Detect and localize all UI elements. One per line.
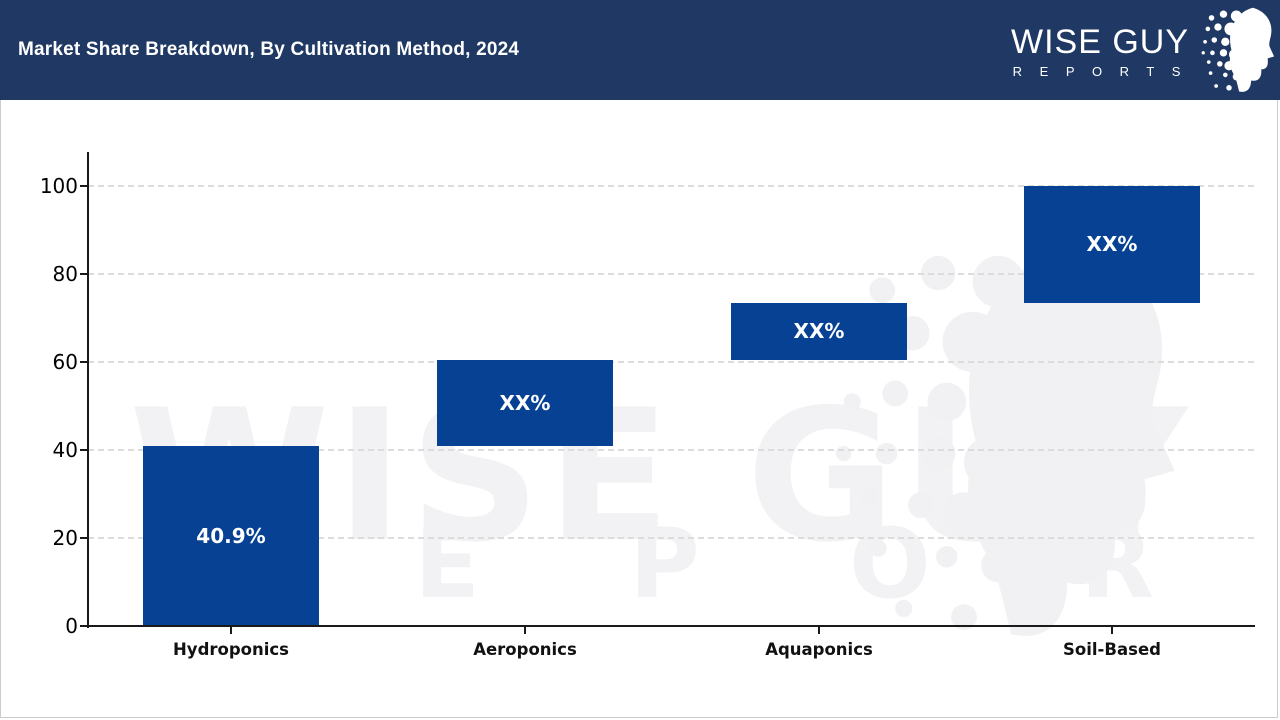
- y-tick-mark-60: [80, 360, 88, 363]
- bar-aquaponics: XX%: [731, 302, 907, 360]
- bar-value-label-hydroponics: 40.9%: [196, 523, 266, 548]
- gridline-20: [88, 536, 1254, 539]
- bar-value-label-aeroponics: XX%: [499, 390, 551, 415]
- category-label-aeroponics: Aeroponics: [473, 640, 577, 659]
- y-tick-label-20: 20: [52, 525, 78, 550]
- chart-title: Market Share Breakdown, By Cultivation M…: [18, 39, 520, 60]
- bar-value-label-aquaponics: XX%: [793, 319, 845, 344]
- y-tick-label-40: 40: [52, 437, 78, 462]
- y-tick-mark-100: [80, 184, 88, 187]
- y-tick-mark-80: [80, 272, 88, 275]
- y-tick-mark-0: [80, 624, 88, 627]
- y-tick-label-60: 60: [52, 349, 78, 374]
- wise-guy-reports-logo: WISE GUY R E P O R T S: [1011, 4, 1275, 98]
- y-tick-label-80: 80: [52, 261, 78, 286]
- y-tick-mark-20: [80, 536, 88, 539]
- y-tick-label-0: 0: [65, 613, 78, 638]
- bar-value-label-soil-based: XX%: [1086, 232, 1138, 257]
- logo-reports-text: R E P O R T S: [1012, 64, 1188, 79]
- logo-text: WISE GUY R E P O R T S: [1011, 23, 1189, 79]
- x-axis-line: [87, 624, 1255, 627]
- bar-hydroponics: 40.9%: [143, 445, 319, 626]
- y-tick-mark-40: [80, 448, 88, 451]
- category-label-aquaponics: Aquaponics: [765, 640, 873, 659]
- category-label-hydroponics: Hydroponics: [173, 640, 289, 659]
- bar-aeroponics: XX%: [437, 360, 613, 446]
- header-bar: Market Share Breakdown, By Cultivation M…: [0, 0, 1280, 100]
- gridline-40: [88, 448, 1254, 451]
- x-tick-mark-soil-based: [1111, 625, 1113, 634]
- logo-wiseguy-text: WISE GUY: [1011, 23, 1190, 61]
- bar-soil-based: XX%: [1024, 185, 1200, 303]
- y-tick-label-100: 100: [39, 173, 78, 198]
- x-tick-mark-aquaponics: [818, 625, 820, 634]
- gridline-60: [88, 360, 1254, 363]
- gridline-100: [88, 184, 1254, 187]
- x-tick-mark-aeroponics: [524, 625, 526, 634]
- category-label-soil-based: Soil-Based: [1063, 640, 1161, 659]
- y-axis-line: [87, 152, 89, 628]
- x-tick-mark-hydroponics: [230, 625, 232, 634]
- gridline-80: [88, 272, 1254, 275]
